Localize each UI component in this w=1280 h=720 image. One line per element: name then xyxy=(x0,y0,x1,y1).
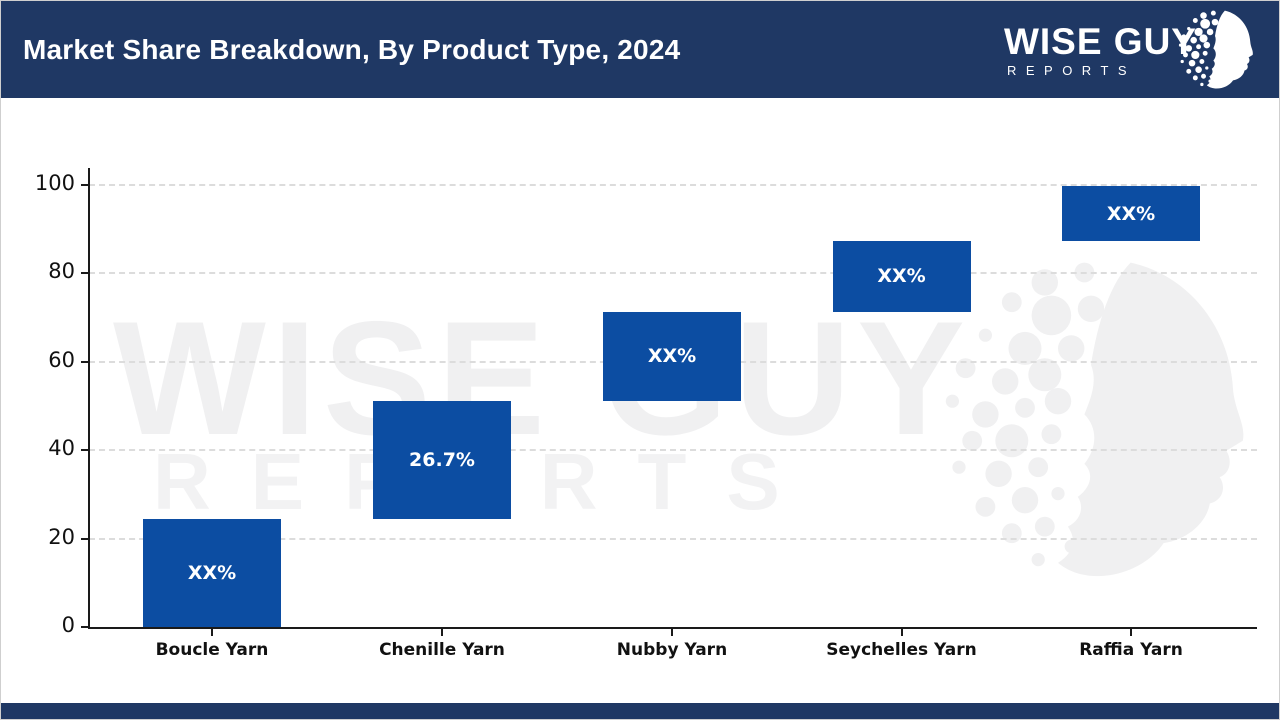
logo-wordmark: WISE GUY xyxy=(1003,20,1197,62)
y-grid-line xyxy=(89,537,1257,540)
bar-segment: XX% xyxy=(1062,185,1200,242)
y-grid-line xyxy=(89,449,1257,452)
bar-segment: XX% xyxy=(832,241,971,312)
y-tick-label: 40 xyxy=(48,436,75,461)
x-tick-mark xyxy=(671,629,673,636)
y-tick-mark xyxy=(81,184,89,186)
logo-subtitle: REPORTS xyxy=(1006,62,1137,78)
wise-guy-reports-logo: WISE GUY REPORTS xyxy=(1004,9,1263,91)
bar-value-label: XX% xyxy=(877,265,926,288)
y-tick-label: 0 xyxy=(61,613,75,637)
y-tick-mark xyxy=(81,360,89,363)
y-tick-label: 60 xyxy=(48,347,75,372)
x-axis-line xyxy=(88,627,1257,629)
bar-segment: 26.7% xyxy=(373,400,511,519)
y-tick-mark xyxy=(81,272,89,275)
bar-value-label: XX% xyxy=(647,345,697,368)
chart-title: Market Share Breakdown, By Product Type,… xyxy=(23,33,681,65)
y-grid-line xyxy=(89,184,1257,186)
x-tick-mark xyxy=(211,629,213,636)
title-bar: Market Share Breakdown, By Product Type,… xyxy=(1,1,1279,98)
x-tick-mark xyxy=(441,629,443,636)
y-tick-mark xyxy=(81,626,89,628)
y-tick-mark xyxy=(81,449,89,452)
bar-segment: XX% xyxy=(143,518,281,627)
logo-text: WISE GUY REPORTS xyxy=(1004,23,1197,77)
bar-segment: XX% xyxy=(603,311,741,401)
y-tick-label: 100 xyxy=(34,171,75,195)
x-tick-mark xyxy=(1130,629,1132,636)
x-tick-label: Raffia Yarn xyxy=(1079,640,1183,660)
y-tick-label: 20 xyxy=(48,524,75,549)
x-tick-label: Boucle Yarn xyxy=(155,640,269,660)
bar-value-label: XX% xyxy=(1106,202,1156,225)
y-tick-mark xyxy=(81,537,89,540)
bar-value-label: XX% xyxy=(187,561,237,584)
x-tick-label: Seychelles Yarn xyxy=(826,640,977,660)
footer-bar xyxy=(1,703,1279,719)
x-tick-label: Chenille Yarn xyxy=(379,640,505,660)
x-tick-mark xyxy=(900,629,903,636)
y-axis-line xyxy=(88,168,90,629)
y-grid-line xyxy=(89,272,1257,275)
dotted-face-icon xyxy=(1167,9,1263,91)
bar-value-label: 26.7% xyxy=(409,448,475,471)
y-tick-label: 80 xyxy=(48,259,75,284)
x-tick-label: Nubby Yarn xyxy=(616,640,728,660)
plot-area: 0 20 40 60 80 100 XX% Boucle Yarn 26.7% Chenille … xyxy=(1,98,1279,705)
watermark-wordmark: WISE GUY xyxy=(113,288,972,469)
